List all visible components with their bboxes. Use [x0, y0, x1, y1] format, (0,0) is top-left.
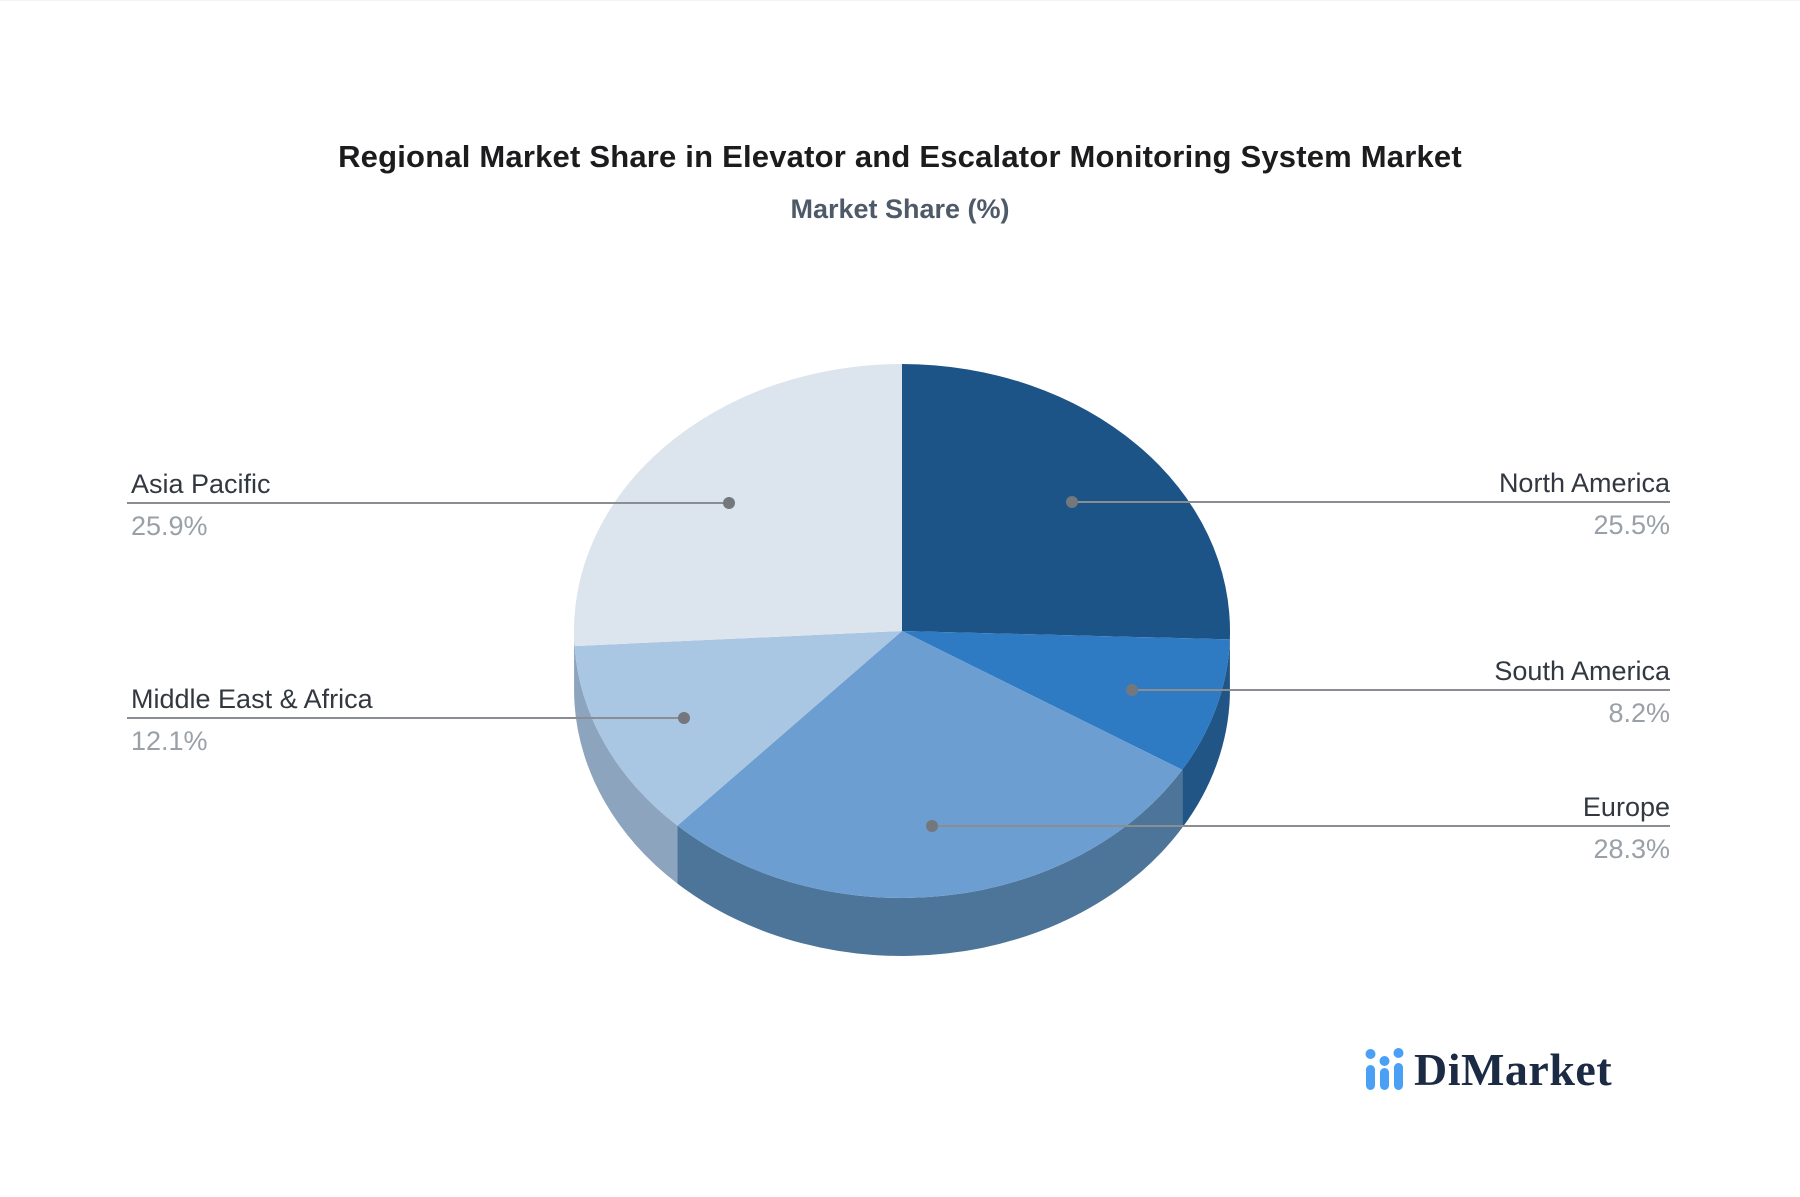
slice-value-north-america: 25.5% [1593, 511, 1670, 539]
callout-dot-europe [926, 820, 938, 832]
callout-dot-north-america [1066, 496, 1078, 508]
brand-name: DiMarket [1414, 1047, 1612, 1093]
callout-dot-south-america [1126, 684, 1138, 696]
bar-chart-logo-icon [1362, 1041, 1410, 1093]
slice-label-south-america: South America [1494, 656, 1670, 686]
slice-label-middle-east-and-africa: Middle East & Africa [131, 684, 373, 714]
callout-dot-middle-east-and-africa [678, 712, 690, 724]
pie-slice-asia-pacific [574, 364, 902, 646]
callout-line-europe [932, 825, 1670, 827]
callout-line-middle-east-and-africa [127, 717, 684, 719]
slice-label-asia-pacific: Asia Pacific [131, 469, 271, 499]
callout-line-south-america [1132, 689, 1670, 691]
slice-value-europe: 28.3% [1593, 835, 1670, 863]
slice-label-europe: Europe [1583, 792, 1670, 822]
callout-line-asia-pacific [127, 502, 729, 504]
slice-label-north-america: North America [1499, 468, 1670, 498]
slice-value-asia-pacific: 25.9% [131, 512, 208, 540]
callout-line-north-america [1072, 501, 1670, 503]
brand-logo: DiMarket [1362, 1041, 1692, 1111]
callout-dot-asia-pacific [723, 497, 735, 509]
slice-value-south-america: 8.2% [1608, 699, 1670, 727]
slice-value-middle-east-and-africa: 12.1% [131, 727, 208, 755]
